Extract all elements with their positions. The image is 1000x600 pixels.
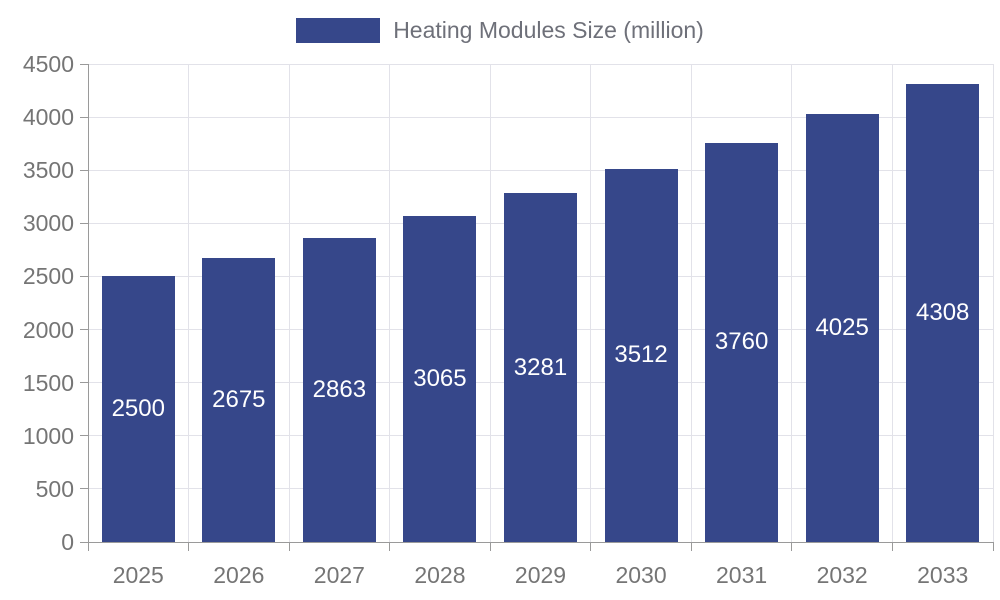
x-axis-tick <box>188 542 190 551</box>
x-axis-tick-label-2026: 2026 <box>213 562 265 588</box>
y-axis-tick-label: 2000 <box>22 316 74 343</box>
bar-2025[interactable] <box>101 276 175 542</box>
x-axis-tick-label-2032: 2032 <box>816 562 868 588</box>
bar-2032[interactable] <box>805 114 879 542</box>
x-axis-tick <box>791 542 793 551</box>
bar-value-label-2030: 3512 <box>614 341 668 369</box>
gridline-vertical <box>389 64 391 542</box>
y-axis-tick <box>80 541 88 543</box>
y-axis-tick-label: 0 <box>61 529 74 555</box>
y-axis-tick <box>80 488 88 490</box>
gridline-vertical <box>992 64 994 542</box>
x-axis-tick <box>891 542 893 551</box>
bar-value-label-2027: 2863 <box>312 375 367 403</box>
bar-2026[interactable] <box>202 257 276 542</box>
bar-2028[interactable] <box>403 216 477 542</box>
gridline-vertical <box>288 64 290 542</box>
legend-item-heating-modules[interactable]: Heating Modules Size (million) <box>0 17 1000 44</box>
gridline-vertical <box>791 64 793 542</box>
legend-swatch <box>296 18 381 43</box>
bar-2031[interactable] <box>705 142 779 542</box>
bar-value-label-2031: 3760 <box>714 328 769 356</box>
bar-value-label-2025: 2500 <box>111 395 165 423</box>
gridline-vertical <box>188 64 190 542</box>
x-axis-tick-label-2028: 2028 <box>414 562 466 588</box>
y-axis-tick-label: 2500 <box>22 263 74 290</box>
y-axis-tick <box>80 222 88 224</box>
y-axis-tick-label: 1500 <box>22 369 74 396</box>
bar-value-label-2032: 4025 <box>815 314 869 342</box>
x-axis-tick-label-2025: 2025 <box>112 562 164 588</box>
x-axis-tick <box>690 542 692 551</box>
gridline-vertical <box>690 64 692 542</box>
bar-value-label-2028: 3065 <box>413 365 467 393</box>
y-axis-tick-label: 1000 <box>22 422 74 449</box>
gridline-horizontal <box>88 63 993 65</box>
bar-value-label-2026: 2675 <box>212 385 266 413</box>
bar-2027[interactable] <box>302 237 376 542</box>
gridline-vertical <box>489 64 491 542</box>
x-axis-tick-label-2029: 2029 <box>514 562 567 588</box>
x-axis-tick <box>389 542 391 551</box>
x-axis-tick-label-2030: 2030 <box>615 562 667 588</box>
x-axis-tick <box>87 542 89 551</box>
x-axis-tick-label-2027: 2027 <box>313 562 365 588</box>
y-axis-tick <box>80 275 88 277</box>
y-axis-tick <box>80 435 88 437</box>
gridline-vertical <box>590 64 592 542</box>
x-axis-tick-label-2033: 2033 <box>917 562 969 588</box>
bar-2029[interactable] <box>504 193 577 542</box>
y-axis-tick-label: 3500 <box>22 157 74 184</box>
x-axis-tick <box>288 542 290 551</box>
y-axis-tick-label: 500 <box>35 475 74 502</box>
gridline-vertical <box>891 64 893 542</box>
bar-2033[interactable] <box>906 84 980 542</box>
x-axis-tick <box>590 542 592 551</box>
y-axis-tick-label: 4500 <box>22 51 74 77</box>
y-axis-line <box>87 64 89 542</box>
y-axis-tick <box>80 382 88 384</box>
gridline-horizontal <box>88 169 993 171</box>
x-axis-line <box>88 541 994 543</box>
y-axis-tick-label: 3000 <box>22 210 74 237</box>
y-axis-tick <box>80 169 88 171</box>
bar-value-label-2033: 4308 <box>916 299 970 327</box>
y-axis-tick <box>80 63 88 65</box>
legend-label: Heating Modules Size (million) <box>393 17 704 43</box>
gridline-horizontal <box>88 116 993 118</box>
bar-2030[interactable] <box>604 168 678 542</box>
x-axis-tick-label-2031: 2031 <box>716 562 768 588</box>
x-axis-tick <box>489 542 491 551</box>
x-axis-tick <box>992 542 994 551</box>
y-axis-tick <box>80 329 88 331</box>
y-axis-tick-label: 4000 <box>22 104 74 131</box>
bar-value-label-2029: 3281 <box>513 353 568 381</box>
y-axis-tick <box>80 116 88 118</box>
